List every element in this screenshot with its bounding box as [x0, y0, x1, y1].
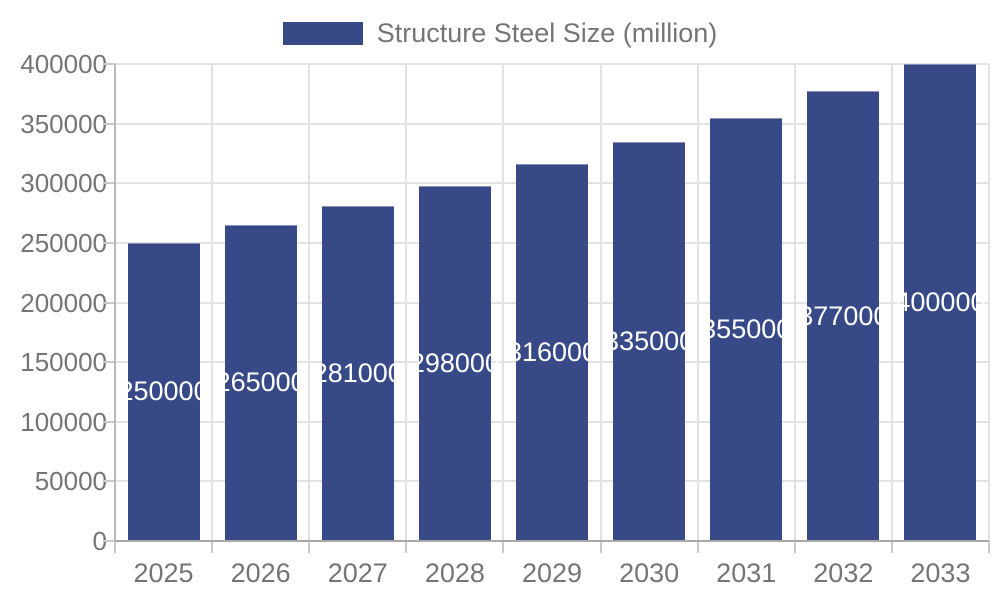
x-axis-tick — [696, 541, 699, 553]
y-axis-tick — [103, 241, 115, 244]
y-axis-tick-label: 0 — [92, 526, 107, 556]
y-gridline — [115, 122, 989, 125]
bar-2027 — [321, 205, 394, 542]
y-axis-tick — [103, 63, 115, 65]
bar-2033 — [904, 64, 977, 542]
x-gridline — [405, 64, 408, 541]
y-axis-tick-label: 350000 — [20, 108, 107, 139]
x-gridline — [502, 64, 505, 541]
legend[interactable]: Structure Steel Size (million) — [0, 18, 1000, 48]
y-axis-tick-label: 100000 — [20, 406, 107, 437]
legend-swatch — [282, 21, 363, 45]
y-axis-tick — [103, 122, 115, 125]
x-axis-tick — [988, 541, 990, 553]
bar-value-label: 281000 — [312, 357, 403, 388]
bar-value-label: 377000 — [798, 300, 889, 331]
x-axis-tick-label: 2028 — [424, 558, 485, 588]
y-axis-tick — [103, 420, 115, 423]
y-axis-tick-label: 400000 — [20, 49, 107, 79]
x-axis-tick-label: 2032 — [813, 558, 874, 588]
x-gridline — [211, 64, 214, 541]
x-axis-tick — [502, 541, 505, 553]
x-axis-tick — [114, 541, 116, 553]
x-axis-tick — [405, 541, 408, 553]
y-axis-line — [114, 64, 116, 541]
y-axis-tick — [103, 361, 115, 364]
y-axis-tick — [103, 182, 115, 185]
bar-value-label: 250000 — [118, 376, 209, 407]
bar-value-label: 298000 — [409, 347, 500, 378]
x-axis-tick-label: 2029 — [521, 558, 583, 588]
x-gridline — [599, 64, 602, 541]
bar-2032 — [807, 91, 880, 542]
y-axis-tick-label: 250000 — [20, 227, 107, 258]
bar-2026 — [224, 224, 297, 542]
x-gridline — [793, 64, 796, 541]
x-axis-tick-label: 2027 — [327, 558, 388, 588]
x-axis-tick-label: 2026 — [230, 558, 291, 588]
y-axis-tick — [103, 301, 115, 304]
y-axis-tick — [103, 480, 115, 483]
x-axis-tick-label: 2030 — [619, 558, 680, 588]
bar-2030 — [613, 141, 686, 542]
y-axis-tick-label: 200000 — [20, 287, 107, 318]
bar-value-label: 335000 — [604, 325, 695, 356]
y-axis-tick — [103, 540, 115, 542]
y-gridline — [115, 63, 989, 65]
bar-value-label: 265000 — [215, 367, 306, 398]
x-axis-tick — [211, 541, 214, 553]
bar-2029 — [516, 164, 588, 542]
bar-value-label: 400000 — [895, 287, 986, 317]
y-axis-tick-label: 300000 — [20, 168, 107, 199]
x-axis-tick — [308, 541, 311, 553]
x-gridline — [890, 64, 893, 541]
x-axis-tick — [793, 541, 796, 553]
x-gridline — [308, 64, 311, 541]
y-axis-tick-label: 50000 — [34, 466, 107, 497]
legend-label: Structure Steel Size (million) — [376, 18, 718, 48]
bar-value-label: 316000 — [506, 337, 598, 368]
x-axis-tick — [599, 541, 602, 553]
bar-2028 — [418, 185, 491, 542]
bar-2025 — [127, 242, 200, 542]
x-axis-tick-label: 2033 — [910, 558, 971, 588]
x-gridline — [988, 64, 990, 541]
x-axis-line — [115, 540, 989, 542]
bar-value-label: 355000 — [701, 313, 792, 344]
x-axis-tick — [890, 541, 893, 553]
x-gridline — [696, 64, 699, 541]
x-axis-tick-label: 2025 — [133, 558, 194, 588]
x-axis-tick-label: 2031 — [716, 558, 777, 588]
bar-2031 — [710, 117, 783, 542]
y-axis-tick-label: 150000 — [20, 347, 107, 378]
